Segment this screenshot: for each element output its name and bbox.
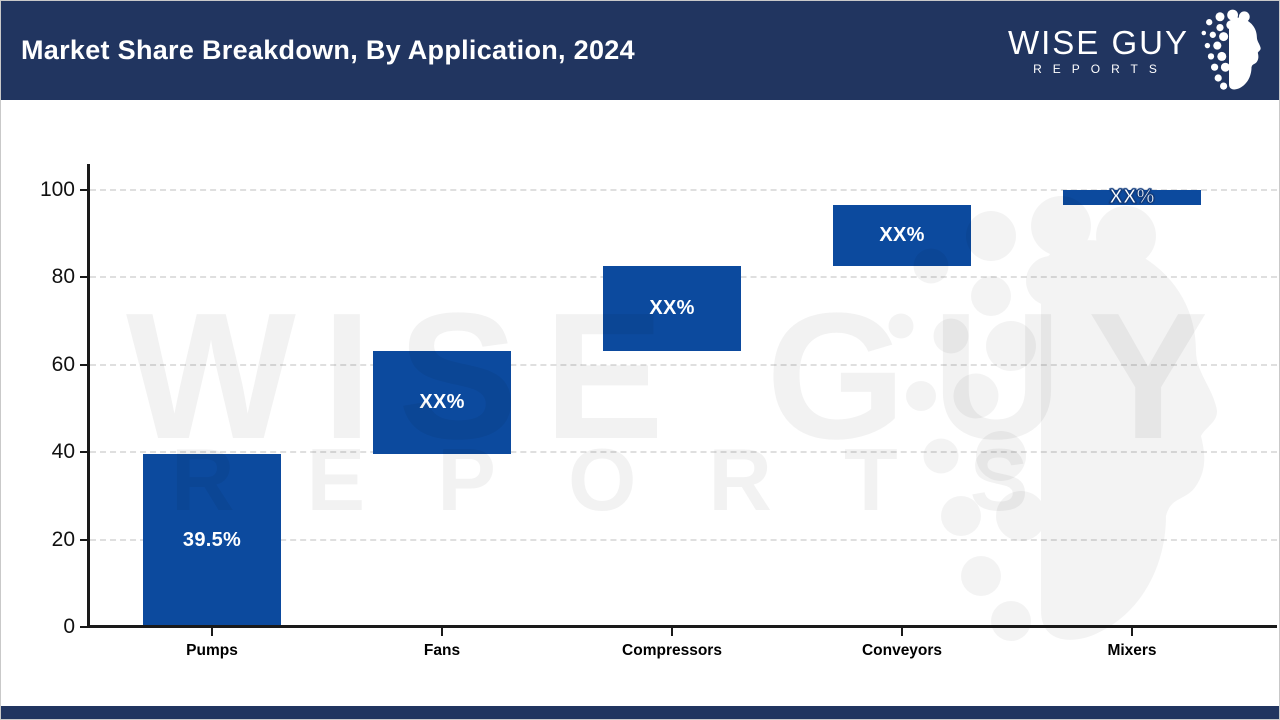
y-tick-100 [80,188,89,191]
y-tick-60 [80,363,89,366]
y-tick-label: 80 [51,265,75,288]
bar-pumps: 39.5% [143,454,281,627]
footer-bar [1,706,1279,719]
logo-head-icon [1201,9,1261,90]
x-tick-pumps [211,628,213,636]
gridline-100 [90,188,1277,191]
gridline-60 [90,363,1277,366]
y-tick-label: 100 [39,177,75,201]
bar-value-label: XX% [419,391,465,414]
gridline-40 [90,451,1277,453]
bar-value-label: XX% [879,223,925,246]
bar-value-label: XX% [649,297,695,320]
y-tick-40 [80,451,89,453]
bar-value-label: 39.5% [182,529,242,552]
y-tick-label: 40 [51,440,75,463]
x-category-label: Pumps [186,642,238,659]
bar-value-label: XX% [1109,185,1155,208]
x-tick-mixers [1131,628,1133,636]
bar-mixers: XX% [1063,185,1201,208]
y-tick-label: 0 [63,615,75,638]
x-category-label: Fans [423,642,461,659]
y-axis-line [87,164,90,628]
x-tick-conveyors [901,628,903,636]
bar-compressors: XX% [603,266,741,352]
y-tick-80 [80,276,89,278]
logo-wiseguy-label: WISE GUY [1007,23,1189,61]
y-tick-label: 60 [51,352,75,376]
y-tick-20 [80,538,89,541]
y-tick-label: 20 [51,527,75,551]
chart-title: Market Share Breakdown, By Application, … [21,35,635,65]
gridline-20 [90,538,1277,541]
wiseguy-logo: WISE GUY REPORTS [1008,9,1265,93]
logo-reports-label: REPORTS [1033,61,1168,76]
x-tick-compressors [671,628,673,636]
wiseguy-logo-text: WISE GUY REPORTS [1007,23,1189,76]
y-tick-0 [80,626,89,628]
header-bar: Market Share Breakdown, By Application, … [1,1,1279,100]
x-tick-fans [441,628,443,636]
x-axis-line [87,625,1277,628]
bar-conveyors: XX% [833,204,971,267]
x-category-label: Compressors [622,642,722,659]
x-category-label: Conveyors [861,642,943,659]
x-category-label: Mixers [1107,642,1157,659]
bar-fans: XX% [373,351,511,455]
